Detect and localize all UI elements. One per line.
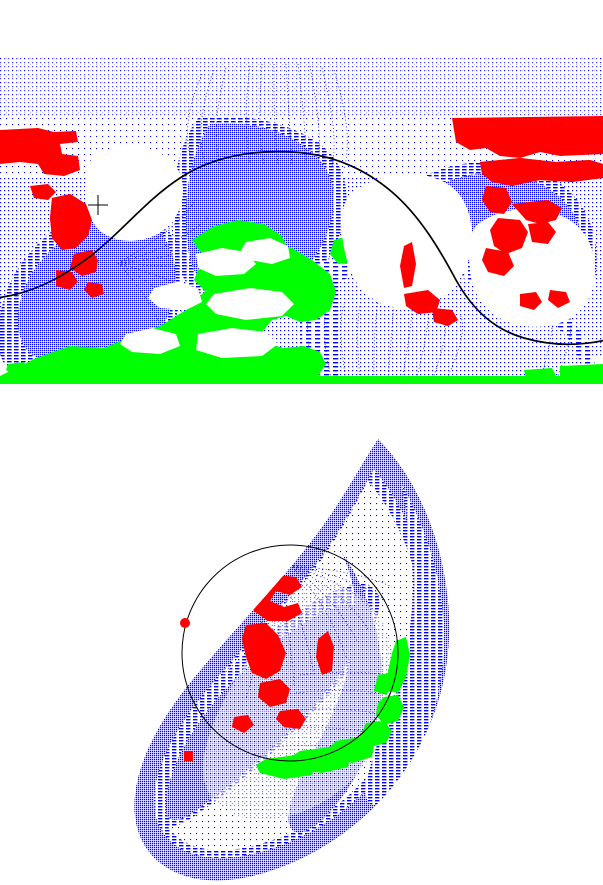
north-land-red-overlay xyxy=(400,158,603,326)
limb-marker-red-lower xyxy=(184,751,193,761)
crosshair-marker xyxy=(88,195,108,215)
streamlines-upper xyxy=(187,63,348,171)
globe-south-land-green xyxy=(256,637,410,779)
limb-marker-red xyxy=(180,618,190,628)
equirectangular-map-panel xyxy=(0,58,603,384)
land-interior-holes xyxy=(120,238,294,358)
ocean-void-white-left xyxy=(84,146,183,241)
map-canvas xyxy=(0,58,603,384)
globe-canvas xyxy=(130,425,470,885)
deformed-globe-panel xyxy=(130,425,470,885)
great-circle-track xyxy=(0,150,603,346)
globe-limb-circle xyxy=(181,544,399,762)
south-land-bottom-bar xyxy=(0,376,603,384)
